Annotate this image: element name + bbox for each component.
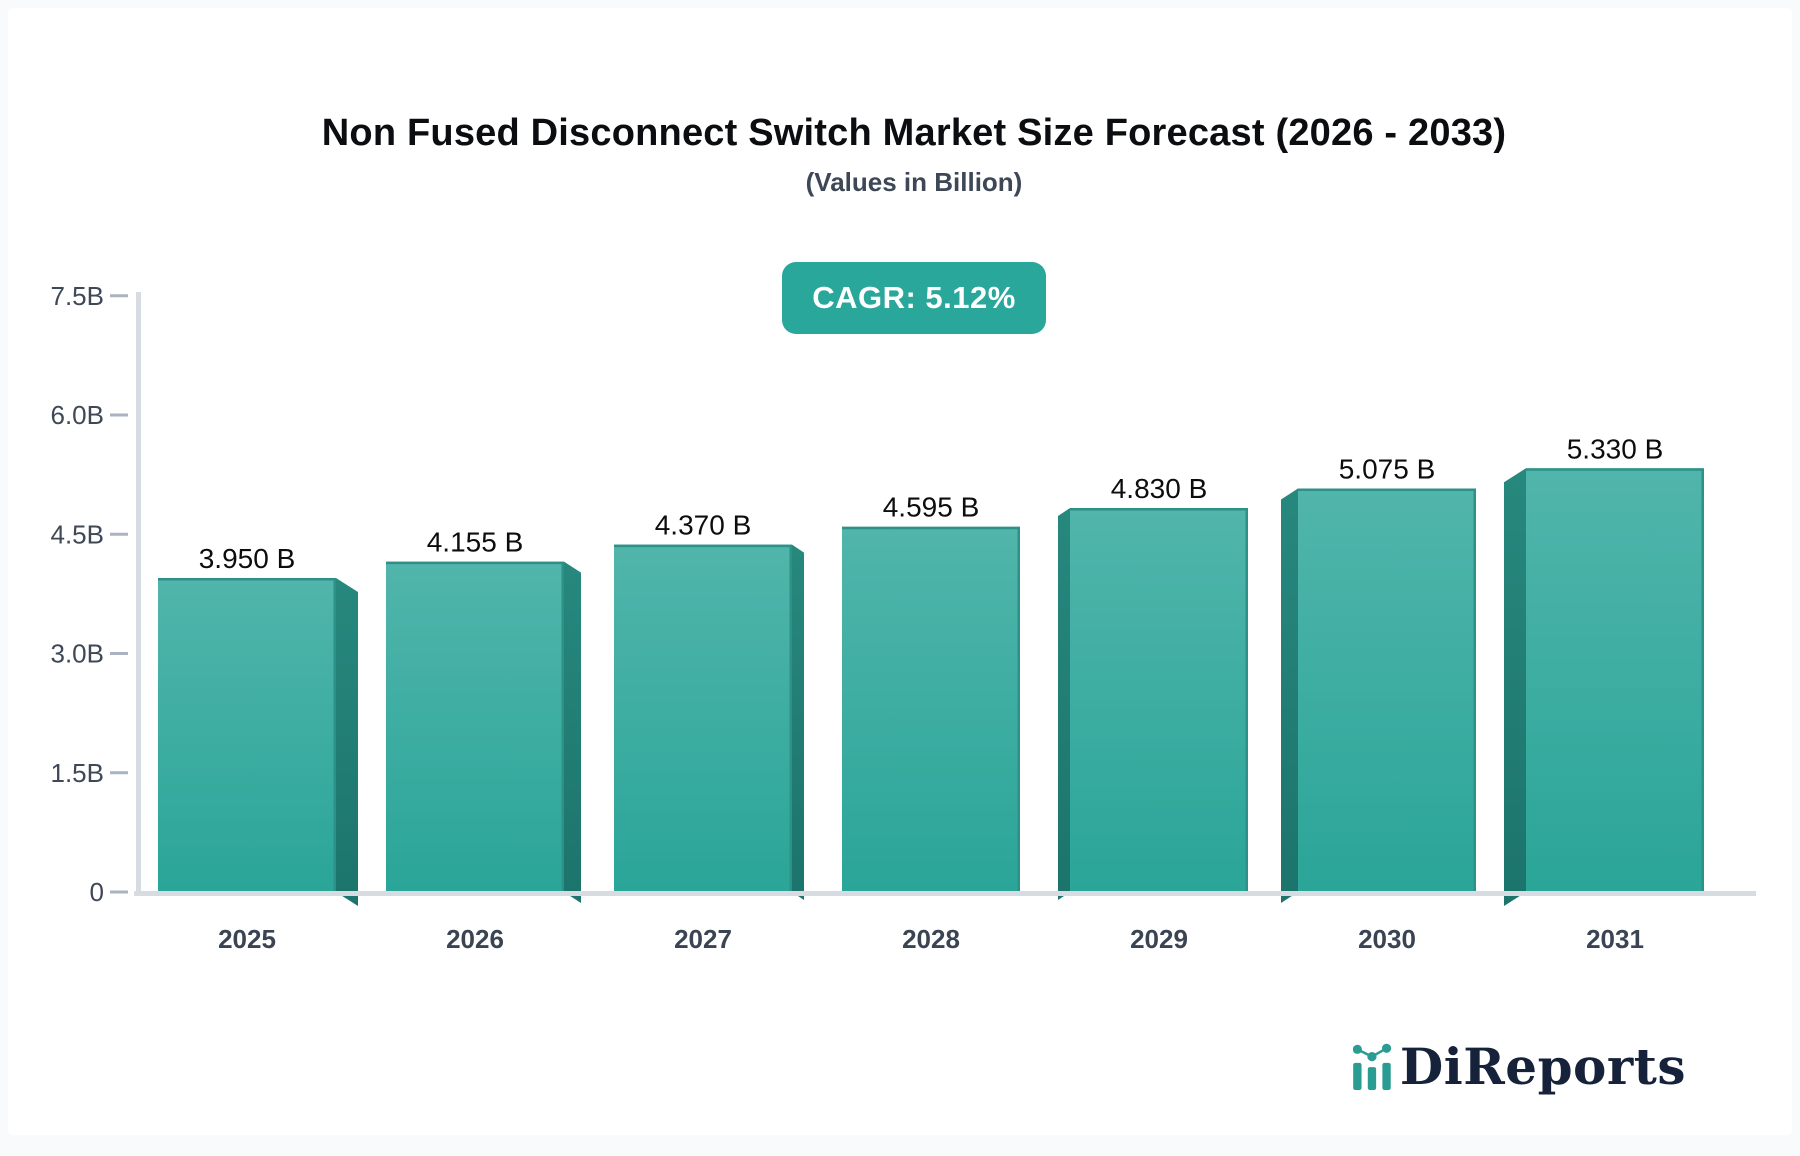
bar-2026[interactable]: 4.155 B 2026 [386, 527, 581, 954]
bar-face [158, 577, 336, 892]
x-axis-label: 2026 [446, 924, 504, 954]
bar-edge-highlight [158, 577, 336, 892]
bar-edge-highlight [842, 526, 1020, 892]
bar-value-label: 5.075 B [1339, 454, 1436, 485]
bar-side [1504, 468, 1526, 906]
chart-header: Non Fused Disconnect Switch Market Size … [8, 8, 1792, 334]
bar-chart-plot: 3.950 B 2025 4.155 B 2026 4.370 B 2027 4.595 B… [51, 281, 1756, 954]
chart-title: Non Fused Disconnect Switch Market Size … [321, 112, 1507, 154]
bar-value-label: 4.370 B [655, 510, 752, 541]
bar-side [1281, 488, 1298, 903]
bar-2028[interactable]: 4.595 B 2028 [842, 492, 1020, 954]
x-axis-label: 2030 [1358, 924, 1416, 954]
bar-edge-highlight [614, 544, 792, 892]
bar-side [336, 577, 358, 906]
bar-2029[interactable]: 4.830 B 2029 [1058, 473, 1248, 954]
cagr-badge: CAGR: 5.12% [782, 262, 1046, 334]
bar-face [1298, 488, 1476, 892]
bar-face [1526, 468, 1704, 892]
x-axis-label: 2025 [218, 924, 276, 954]
x-axis-label: 2028 [902, 924, 960, 954]
x-axis-label: 2031 [1586, 924, 1644, 954]
chart-card: Non Fused Disconnect Switch Market Size … [8, 8, 1792, 1135]
x-axis-line [134, 891, 1756, 896]
bar-side [792, 544, 804, 900]
chart-subtitle: (Values in Billion) [805, 167, 1023, 197]
y-axis-line [136, 292, 141, 896]
bar-edge-highlight [1526, 468, 1704, 892]
bar-side [1058, 508, 1070, 900]
logo-text: DiReports [1399, 1037, 1686, 1096]
bar-edge-highlight [386, 561, 564, 892]
bar-face [1070, 508, 1248, 892]
y-axis-label: 1.5B [51, 758, 105, 788]
bar-2031[interactable]: 5.330 B 2031 [1504, 433, 1704, 954]
y-axis-label: 7.5B [51, 281, 105, 311]
bar-value-label: 5.330 B [1567, 433, 1664, 464]
bar-value-label: 4.155 B [427, 527, 524, 558]
y-axis-label: 4.5B [51, 519, 105, 549]
direports-logo[interactable]: DiReports [1352, 1037, 1686, 1096]
bar-2027[interactable]: 4.370 B 2027 [614, 510, 804, 954]
bar-face [842, 526, 1020, 892]
bar-edge-highlight [1298, 488, 1476, 892]
y-axis-label: 6.0B [51, 400, 105, 430]
logo-bar-line-chart-icon [1352, 1043, 1392, 1090]
x-axis-label: 2027 [674, 924, 732, 954]
bar-value-label: 4.595 B [883, 492, 980, 523]
bar-side [564, 561, 581, 903]
bar-value-label: 4.830 B [1111, 473, 1208, 504]
bar-face [386, 561, 564, 892]
bar-edge-highlight [1070, 508, 1248, 892]
bar-2030[interactable]: 5.075 B 2030 [1281, 454, 1476, 954]
y-axis-label: 0 [90, 877, 104, 907]
bar-face [614, 544, 792, 892]
bar-2025[interactable]: 3.950 B 2025 [158, 543, 358, 954]
x-axis-label: 2029 [1130, 924, 1188, 954]
y-axis-label: 3.0B [51, 639, 105, 669]
bar-value-label: 3.950 B [199, 543, 296, 574]
axes: 0 1.5B 3.0B 4.5B 6.0B 7.5B [51, 281, 1756, 907]
